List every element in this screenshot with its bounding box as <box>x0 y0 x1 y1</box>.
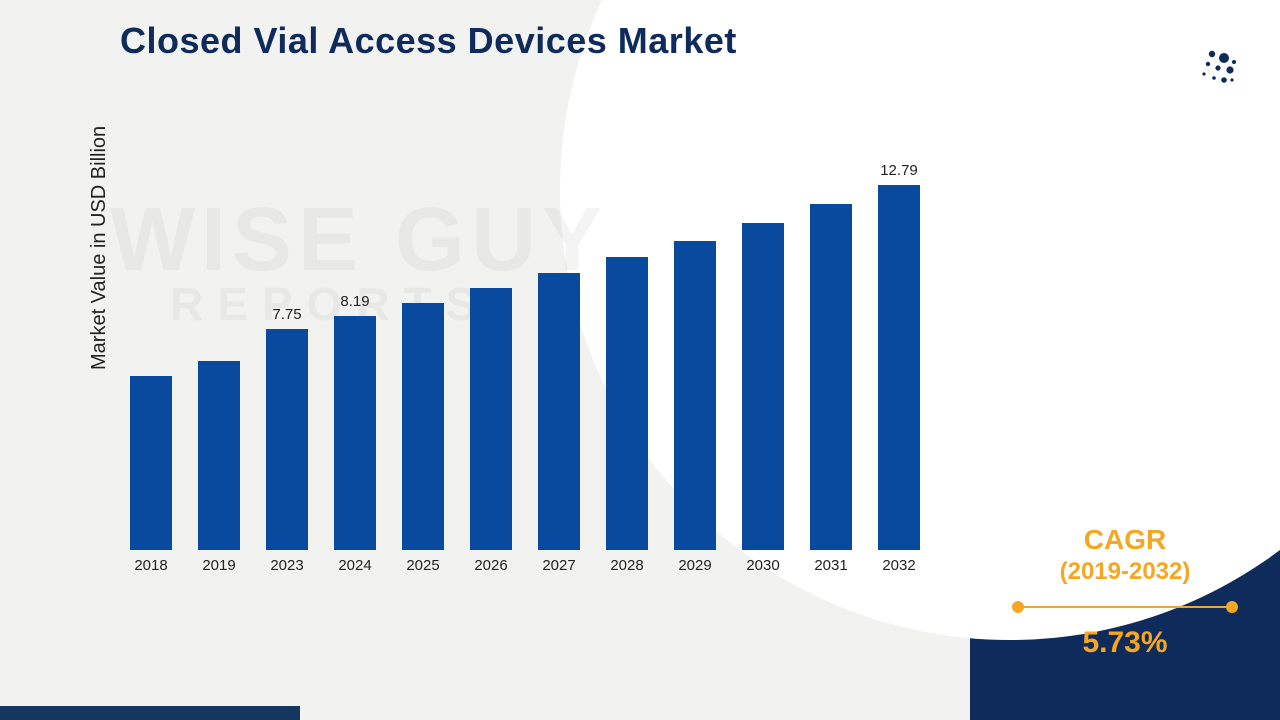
bar <box>130 376 172 550</box>
x-tick-label: 2028 <box>597 557 657 574</box>
bottom-band <box>0 706 300 720</box>
logo-sub-letter: R <box>1172 63 1184 75</box>
stage: WISE GUY REPORTS Closed Vial Access Devi… <box>0 0 1280 720</box>
x-tick-label: 2030 <box>733 557 793 574</box>
chart-area: Closed Vial Access Devices Market Market… <box>40 0 980 720</box>
brand-logo: WISE GUY REPORTS <box>990 22 1250 75</box>
logo-main: WISE GUY <box>990 22 1250 61</box>
x-tick-label: 2023 <box>257 557 317 574</box>
bar <box>402 303 444 550</box>
cagr-label: CAGR <box>1010 524 1240 556</box>
bar-value-label: 12.79 <box>869 162 929 179</box>
bar <box>266 329 308 550</box>
logo-sub-letter: E <box>1127 63 1139 75</box>
logo-sub: REPORTS <box>990 63 1250 75</box>
bar <box>538 273 580 550</box>
cagr-value: 5.73% <box>1010 626 1240 660</box>
bar <box>606 257 648 550</box>
x-tick-label: 2032 <box>869 557 929 574</box>
bar <box>878 185 920 550</box>
bar <box>742 223 784 550</box>
x-tick-label: 2025 <box>393 557 453 574</box>
bars-container: 2018201920237.7520248.192025202620272028… <box>130 150 940 550</box>
logo-sub-letter: O <box>1157 63 1169 75</box>
x-tick-label: 2031 <box>801 557 861 574</box>
plot: 2018201920237.7520248.192025202620272028… <box>130 150 940 550</box>
bar <box>470 288 512 550</box>
logo-sub-letter: R <box>1112 63 1124 75</box>
cagr-block: CAGR (2019-2032) 5.73% <box>1010 524 1240 660</box>
chart-title: Closed Vial Access Devices Market <box>120 20 737 62</box>
y-axis-label: Market Value in USD Billion <box>88 126 111 370</box>
x-tick-label: 2018 <box>121 557 181 574</box>
cagr-years: (2019-2032) <box>1010 558 1240 586</box>
x-tick-label: 2019 <box>189 557 249 574</box>
x-tick-label: 2027 <box>529 557 589 574</box>
logo-sub-letter: T <box>1187 63 1199 75</box>
bar <box>334 316 376 550</box>
x-tick-label: 2024 <box>325 557 385 574</box>
bar-value-label: 8.19 <box>325 293 385 310</box>
logo-sub-letter: S <box>1202 63 1214 75</box>
x-tick-label: 2026 <box>461 557 521 574</box>
bar <box>674 241 716 550</box>
bar <box>810 204 852 550</box>
x-tick-label: 2029 <box>665 557 725 574</box>
bar-value-label: 7.75 <box>257 306 317 323</box>
logo-sub-letter: P <box>1142 63 1154 75</box>
bar <box>198 361 240 550</box>
cagr-rule <box>1018 606 1232 608</box>
